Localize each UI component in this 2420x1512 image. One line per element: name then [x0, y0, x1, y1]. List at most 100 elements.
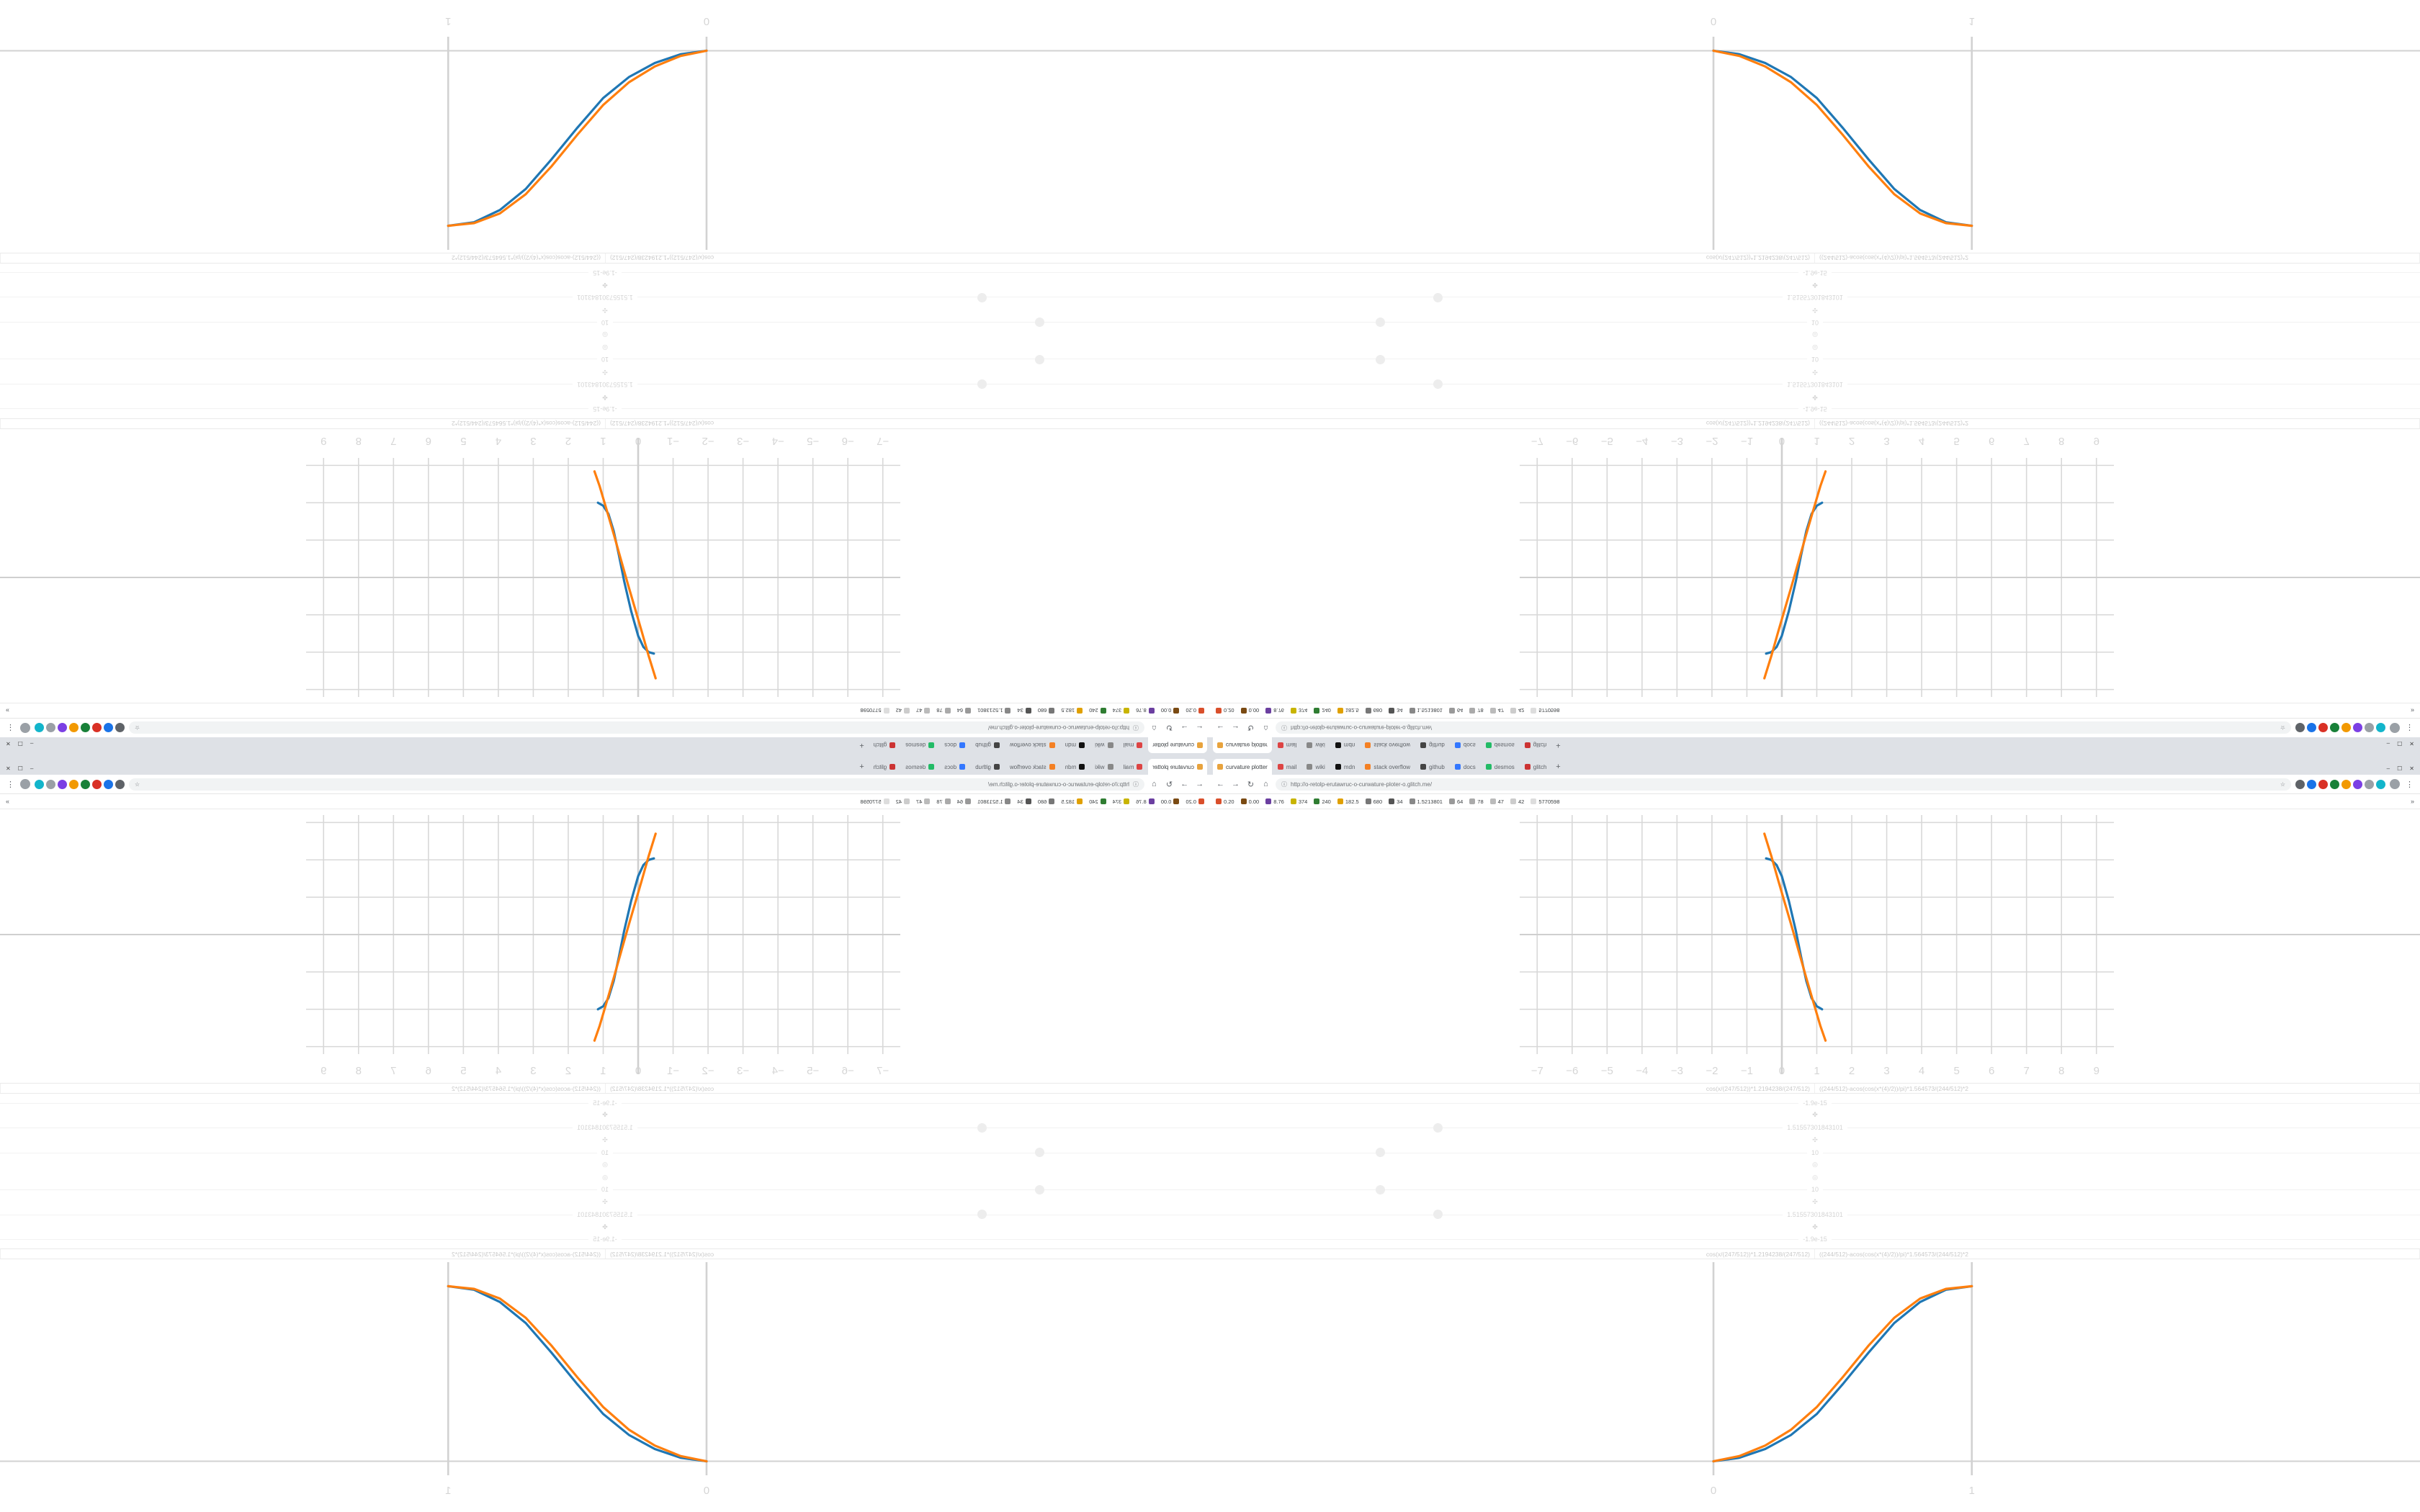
bookmark-item-1[interactable]: 0.00 [1161, 798, 1180, 805]
bookmark-item-2[interactable]: 8.76 [1265, 798, 1284, 805]
bookmark-item-9[interactable]: 64 [1448, 708, 1463, 714]
browser-tab-0[interactable]: curvature plotter [1213, 759, 1272, 775]
browser-tab-1[interactable]: glitch [1520, 759, 1551, 775]
bookmark-item-8[interactable]: 1.5213801 [977, 798, 1011, 805]
close-button[interactable]: ✕ [6, 765, 11, 772]
adjust-icon-top[interactable]: ✤ [602, 393, 608, 401]
kebab-menu-icon[interactable]: ⋮ [6, 780, 14, 789]
plot-panel-derivative[interactable]: −7 −6 −5 −4 −3 −2 −1 0 1 2 3 4 5 6 7 8 9 [0, 429, 1210, 703]
bookmark-item-13[interactable]: 5770598 [860, 708, 889, 714]
bookmark-item-10[interactable]: 78 [1469, 708, 1484, 714]
extension-blue-icon[interactable] [2307, 723, 2316, 733]
maximize-button[interactable]: ☐ [2397, 740, 2403, 747]
bookmark-item-5[interactable]: 182.5 [1061, 798, 1083, 805]
bookmark-item-4[interactable]: 240 [1089, 798, 1106, 805]
bookmark-item-2[interactable]: 8.76 [1136, 708, 1155, 714]
bookmark-item-12[interactable]: 42 [1510, 708, 1524, 714]
bookmark-star-icon[interactable]: ☆ [2280, 780, 2285, 788]
bookmark-item-3[interactable]: 374 [1113, 798, 1130, 805]
browser-tab-5[interactable]: stack overflow [1361, 737, 1415, 753]
bookmark-item-12[interactable]: 42 [896, 798, 910, 805]
samples-value-b[interactable]: 10 [1806, 1186, 1823, 1194]
bookmark-item-3[interactable]: 374 [1290, 798, 1307, 805]
bookmark-item-3[interactable]: 374 [1113, 708, 1130, 714]
samples-value-a[interactable]: 10 [597, 356, 614, 364]
extension-green-icon[interactable] [81, 779, 90, 789]
formula-input-right[interactable]: ((244/512)-acos(cos(x*(4)/2))/pi)*1.5645… [1815, 1084, 2420, 1093]
bookmark-item-6[interactable]: 680 [1365, 798, 1382, 805]
formula-input-left[interactable]: cos(x/(247/512))*1.2194238/(247/512) [605, 419, 1210, 428]
adjust-icon-bottom[interactable]: ✤ [602, 282, 608, 289]
browser-tab-3[interactable]: docs [1450, 737, 1480, 753]
address-bar[interactable]: ⓘ http://o-retolp-erutawruc-o-curwature-… [129, 721, 1144, 734]
forward-arrow-icon[interactable]: → [1180, 780, 1188, 788]
bookmark-item-11[interactable]: 47 [1489, 798, 1504, 805]
bookmark-item-4[interactable]: 240 [1314, 708, 1331, 714]
browser-tab-5[interactable]: stack overflow [1005, 737, 1059, 753]
minimize-button[interactable]: – [30, 765, 34, 772]
bookmark-item-7[interactable]: 34 [1389, 708, 1403, 714]
browser-tab-8[interactable]: mail [1119, 737, 1147, 753]
extension-orange-icon[interactable] [2341, 723, 2351, 733]
maximize-button[interactable]: ☐ [17, 740, 23, 747]
bookmark-item-12[interactable]: 42 [896, 708, 910, 714]
back-arrow-icon[interactable]: ← [1196, 780, 1204, 788]
extension-puzzle-icon[interactable] [2295, 779, 2305, 789]
browser-tab-6[interactable]: mdn [1060, 759, 1090, 775]
bookmark-item-0[interactable]: 0.20 [1216, 798, 1234, 805]
bookmark-item-13[interactable]: 5770598 [860, 798, 889, 805]
bookmark-item-0[interactable]: 0.20 [1186, 798, 1204, 805]
address-bar[interactable]: ⓘ http://o-retolp-erutawruc-o-curwature-… [129, 778, 1144, 791]
back-arrow-icon[interactable]: ← [1196, 724, 1204, 732]
slider-knob-a[interactable] [1433, 379, 1443, 390]
bookmark-item-10[interactable]: 78 [936, 798, 951, 805]
kebab-menu-icon[interactable]: ⋮ [2406, 723, 2414, 732]
samples-value-b[interactable]: 10 [597, 1186, 614, 1194]
bookmark-item-2[interactable]: 8.76 [1265, 708, 1284, 714]
home-icon[interactable]: ⌂ [1263, 724, 1268, 732]
minimize-button[interactable]: – [2386, 765, 2390, 772]
extension-grey-icon[interactable] [46, 723, 55, 733]
formula-input-right-lower[interactable]: ((244/512)-acos(cos(x*(4)/2))/pi)*1.5645… [0, 1249, 605, 1259]
samples-value-a[interactable]: 10 [1806, 1148, 1823, 1156]
stepper-icon-top[interactable]: ✣ [1812, 369, 1818, 377]
home-icon[interactable]: ⌂ [1152, 724, 1157, 732]
address-bar[interactable]: ⓘ http://o-retolp-erutawruc-o-curwature-… [1276, 778, 2291, 791]
browser-tab-0[interactable]: curvature plotter [1148, 759, 1207, 775]
dial-icon-b[interactable]: ◎ [602, 331, 608, 339]
browser-tab-0[interactable]: curvature plotter [1148, 737, 1207, 753]
extension-puzzle-icon[interactable] [115, 723, 125, 733]
browser-tab-2[interactable]: desmos [901, 737, 939, 753]
slider-knob-b[interactable] [1035, 1148, 1044, 1158]
kebab-menu-icon[interactable]: ⋮ [2406, 780, 2414, 789]
adjust-icon-bottom[interactable]: ✤ [602, 1223, 608, 1230]
bookmark-item-13[interactable]: 5770598 [1531, 708, 1560, 714]
slider-knob-d[interactable] [977, 1210, 987, 1220]
browser-tab-3[interactable]: docs [940, 759, 970, 775]
bookmark-item-10[interactable]: 78 [936, 708, 951, 714]
samples-value-b[interactable]: 10 [597, 318, 614, 326]
stepper-icon-bottom[interactable]: ✣ [602, 1198, 608, 1206]
slider-knob-a[interactable] [977, 1122, 987, 1133]
bookmark-star-icon[interactable]: ☆ [135, 724, 140, 732]
bookmark-overflow-icon[interactable]: » [2410, 707, 2414, 714]
stepper-icon-bottom[interactable]: ✣ [602, 306, 608, 314]
formula-input-left[interactable]: cos(x/(247/512))*1.2194238/(247/512) [1210, 1084, 1815, 1093]
extension-orange-icon[interactable] [69, 723, 79, 733]
plot-panel-derivative[interactable]: −7 −6 −5 −4 −3 −2 −1 0 1 2 3 4 5 6 7 8 9 [0, 809, 1210, 1083]
dial-icon-a[interactable]: ◎ [602, 1161, 608, 1169]
browser-tab-8[interactable]: mail [1273, 759, 1301, 775]
extension-green-icon[interactable] [2330, 723, 2339, 733]
bookmark-item-5[interactable]: 182.5 [1337, 708, 1359, 714]
minimize-button[interactable]: – [30, 740, 34, 747]
samples-value-a[interactable]: 10 [597, 1148, 614, 1156]
forward-arrow-icon[interactable]: → [1232, 780, 1240, 788]
browser-tab-4[interactable]: github [971, 737, 1004, 753]
browser-tab-3[interactable]: docs [1450, 759, 1480, 775]
extension-purple-icon[interactable] [2353, 779, 2362, 789]
avatar[interactable] [20, 779, 30, 789]
extension-purple-icon[interactable] [58, 779, 67, 789]
